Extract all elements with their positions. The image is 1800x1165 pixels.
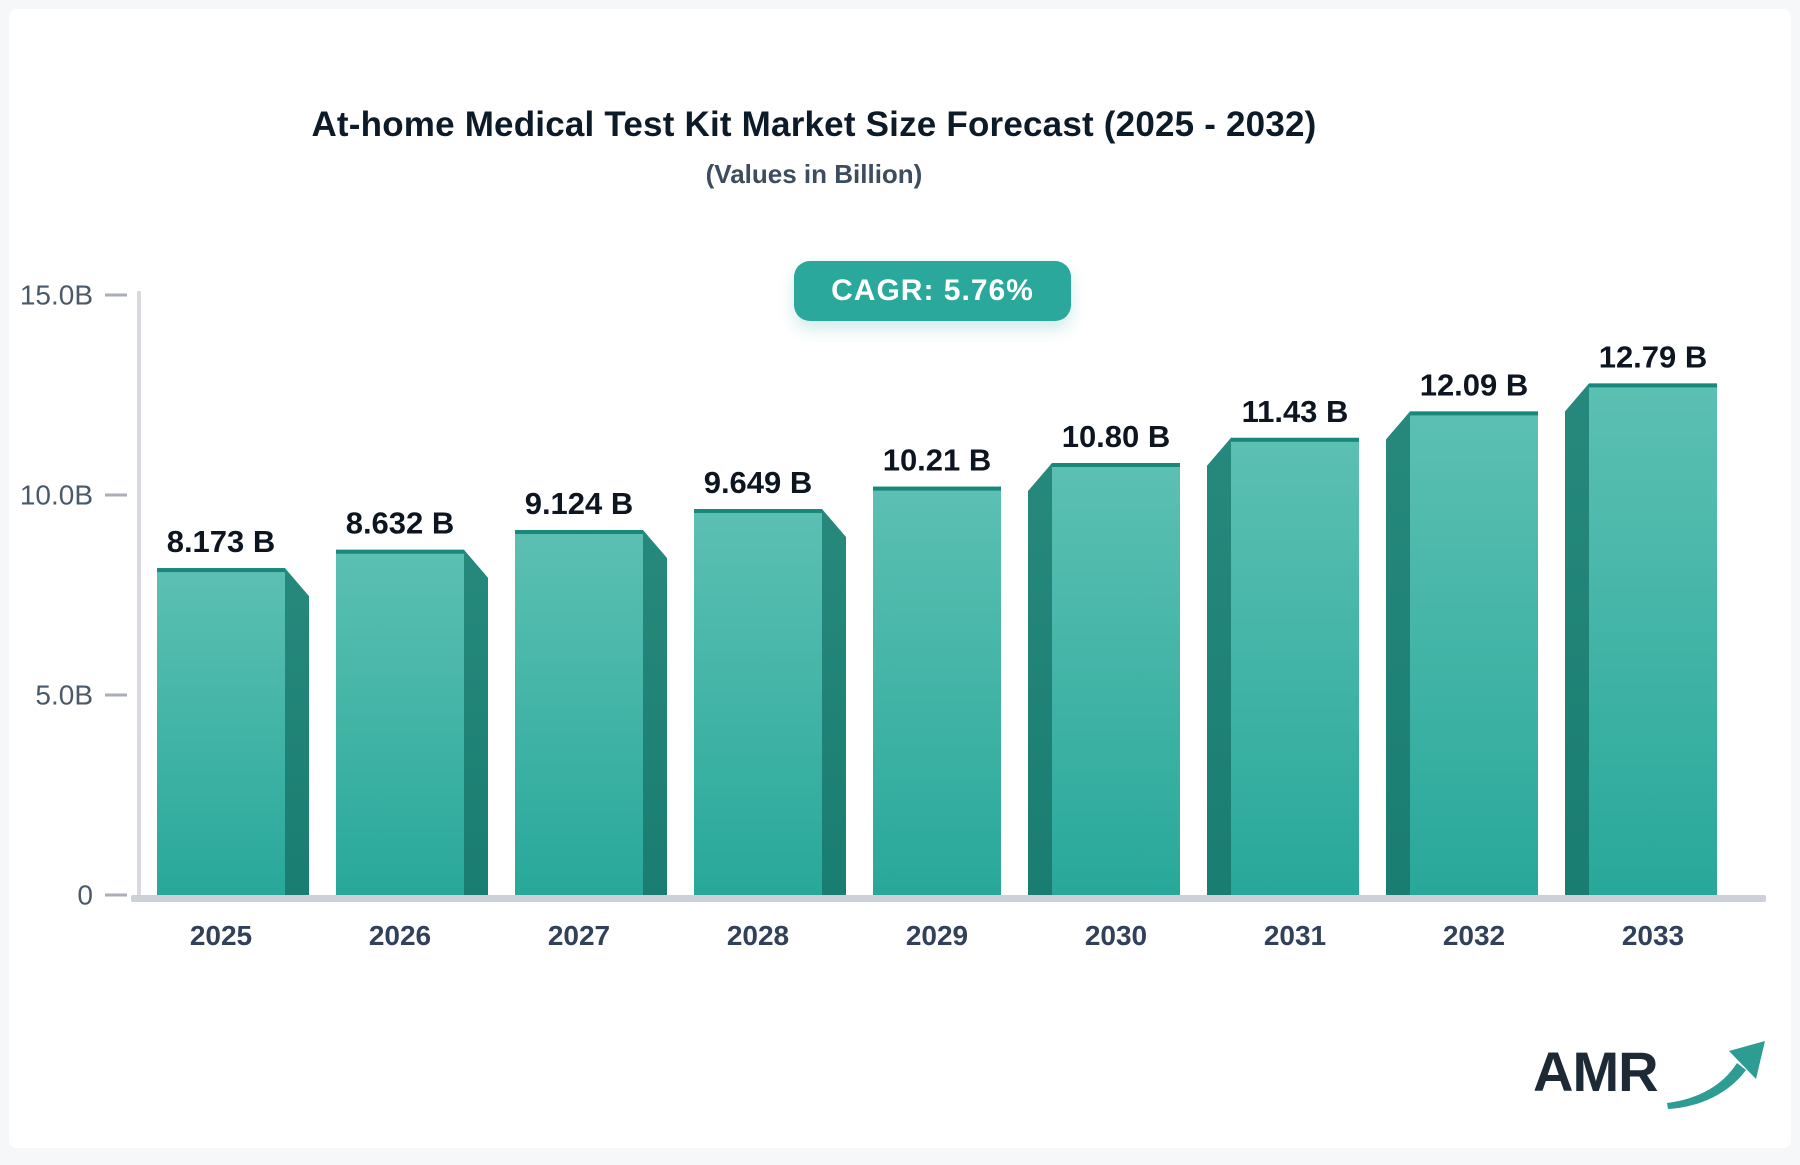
bar-chart: 15.0B 10.0B 5.0B 0 8.173 B 2025 8.632 B 2026 9.1…	[20, 280, 1766, 951]
bar-top-edge	[1589, 383, 1717, 388]
y-tick-label: 0	[77, 880, 93, 911]
x-baseline	[131, 895, 1766, 902]
x-axis-label-2029: 2029	[906, 920, 968, 951]
bar-top-edge	[1410, 411, 1538, 416]
y-tick-mark	[105, 493, 127, 497]
cagr-badge-label: CAGR: 5.76%	[831, 274, 1034, 307]
y-tick-label: 15.0B	[20, 280, 93, 311]
bar-value-label: 12.09 B	[1420, 367, 1529, 402]
logo-text: AMR	[1533, 1040, 1659, 1103]
bar-value-label: 10.80 B	[1062, 419, 1171, 454]
bar-value-label: 11.43 B	[1242, 394, 1349, 429]
x-axis-label-2026: 2026	[369, 920, 431, 951]
bar-value-label: 10.21 B	[883, 443, 992, 478]
bar-top-edge	[694, 509, 822, 514]
page-subtitle: (Values in Billion)	[705, 159, 923, 189]
bar-2028	[694, 509, 822, 895]
amr-logo: AMR	[1533, 1039, 1765, 1119]
bar-2031	[1231, 437, 1359, 895]
cagr-badge: CAGR: 5.76%	[794, 261, 1071, 321]
bar-bevel	[1565, 383, 1589, 895]
x-axis-label-2025: 2025	[190, 920, 252, 951]
x-axis-label-2027: 2027	[548, 920, 610, 951]
bar-value-label: 9.124 B	[525, 486, 634, 521]
bar-top-edge	[515, 530, 643, 535]
x-axis-label-2032: 2032	[1443, 920, 1505, 951]
bar-2032	[1410, 411, 1538, 895]
bar-bevel	[643, 530, 667, 895]
bar-bevel	[1386, 411, 1410, 895]
x-axis-label-2030: 2030	[1085, 920, 1147, 951]
y-tick-mark	[105, 893, 127, 897]
x-axis-label-2028: 2028	[727, 920, 789, 951]
bar-top-edge	[1052, 463, 1180, 467]
bar-top-edge	[336, 549, 464, 554]
chart-header: At-home Medical Test Kit Market Size For…	[9, 105, 1619, 190]
y-tick-label: 10.0B	[20, 480, 93, 511]
logo-arrow-icon	[1667, 1041, 1765, 1109]
bar-value-label: 12.79 B	[1599, 339, 1708, 374]
bar-bevel	[464, 549, 488, 895]
bar-value-label: 8.173 B	[167, 524, 276, 559]
bar-bevel	[1028, 463, 1052, 895]
bar-top-edge	[157, 568, 285, 573]
x-axis-label-2033: 2033	[1622, 920, 1684, 951]
y-tick-label: 5.0B	[35, 680, 93, 711]
bar-2029	[873, 486, 1001, 895]
bar-2033	[1589, 383, 1717, 895]
chart-card: At-home Medical Test Kit Market Size For…	[9, 9, 1791, 1148]
bar-bevel	[1207, 437, 1231, 895]
bar-value-label: 8.632 B	[346, 506, 455, 541]
bar-2026	[336, 549, 464, 895]
y-axis-line	[137, 291, 141, 899]
bar-2025	[157, 568, 285, 895]
x-axis-label-2031: 2031	[1264, 920, 1326, 951]
page-title: At-home Medical Test Kit Market Size For…	[311, 105, 1317, 144]
y-tick-mark	[105, 693, 127, 697]
bar-top-edge	[873, 486, 1001, 491]
bar-top-edge	[1231, 437, 1359, 442]
y-tick-mark	[105, 293, 127, 297]
bar-value-label: 9.649 B	[704, 465, 813, 500]
bar-bevel	[285, 568, 309, 895]
bar-2027	[515, 530, 643, 895]
bar-2030	[1052, 463, 1180, 895]
bar-bevel	[822, 509, 846, 895]
